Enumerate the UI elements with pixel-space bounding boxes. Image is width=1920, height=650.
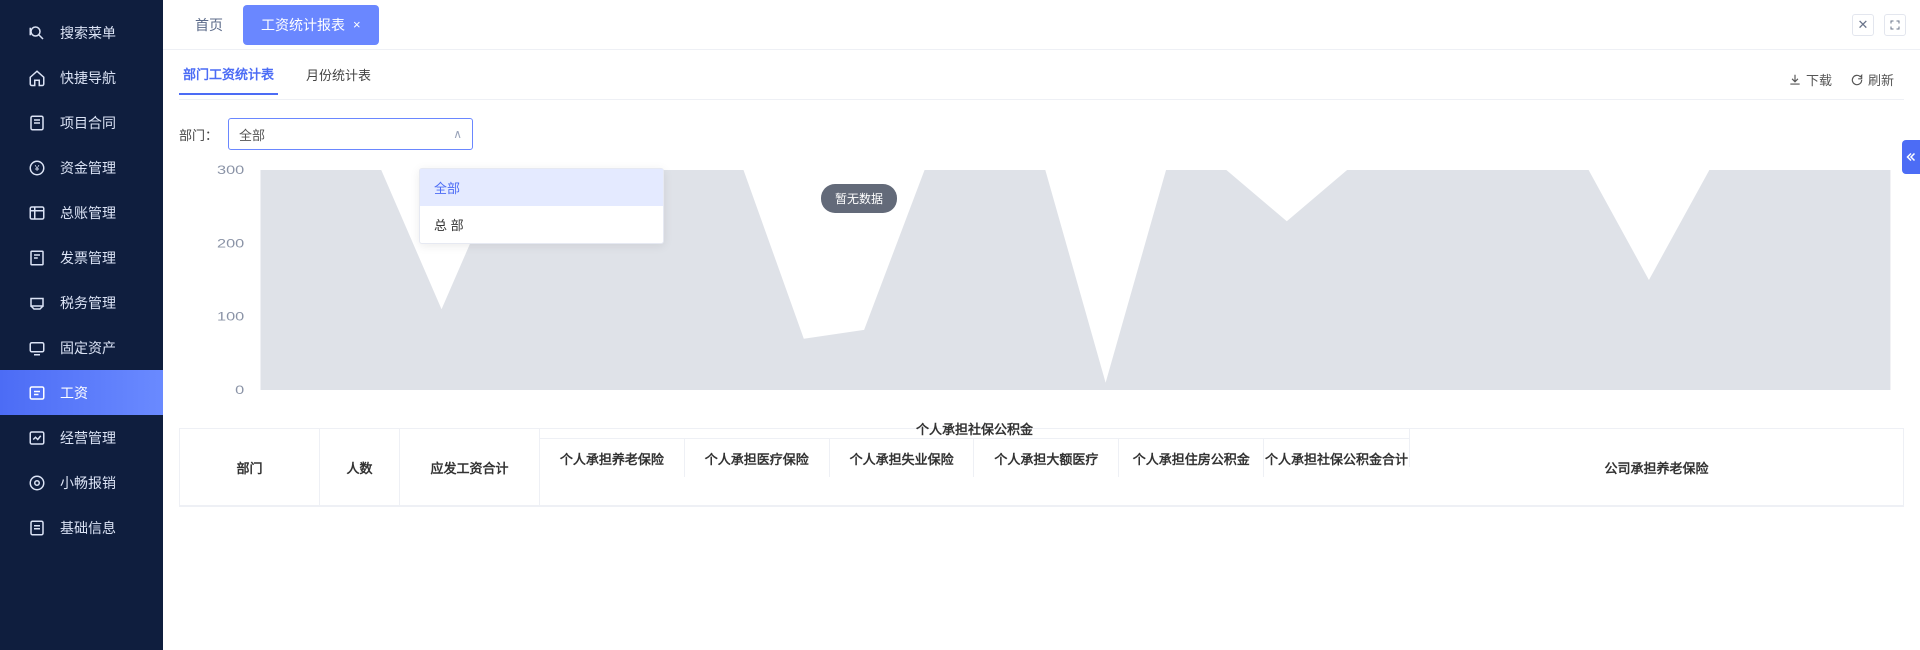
svg-text:300: 300 bbox=[217, 164, 244, 177]
sidebar-item-nav[interactable]: 快捷导航 bbox=[0, 55, 163, 100]
topbar-actions: ✕ bbox=[1852, 14, 1906, 36]
chevron-up-icon: ∧ bbox=[453, 127, 462, 141]
dropdown-option-all[interactable]: 全部 bbox=[420, 169, 663, 206]
tab-home[interactable]: 首页 bbox=[181, 7, 237, 43]
sidebar-item-fund[interactable]: ¥ 资金管理 bbox=[0, 145, 163, 190]
tax-icon bbox=[28, 294, 46, 312]
filter-row: 部门： 全部 ∧ bbox=[179, 118, 1904, 150]
sidebar-item-asset[interactable]: 固定资产 bbox=[0, 325, 163, 370]
topbar: 首页 工资统计报表 × ✕ bbox=[163, 0, 1920, 50]
ledger-icon bbox=[28, 204, 46, 222]
sidebar-label: 资金管理 bbox=[60, 158, 116, 178]
invoice-icon bbox=[28, 249, 46, 267]
th-company-pension: 公司承担养老保险 bbox=[1410, 429, 1903, 505]
search-icon bbox=[28, 24, 46, 42]
sidebar-label: 工资 bbox=[60, 383, 88, 403]
refresh-button[interactable]: 刷新 bbox=[1850, 70, 1894, 89]
subtabs: 部门工资统计表 月份统计表 下载 刷新 bbox=[179, 60, 1904, 100]
sidebar-item-biz[interactable]: 经营管理 bbox=[0, 415, 163, 460]
table: 部门 人数 应发工资合计 个人承担社保公积金 个人承担养老保险 个人承担医疗保险… bbox=[179, 428, 1904, 507]
sidebar-item-invoice[interactable]: 发票管理 bbox=[0, 235, 163, 280]
svg-text:0: 0 bbox=[235, 384, 244, 397]
sidebar-item-tax[interactable]: 税务管理 bbox=[0, 280, 163, 325]
subtab-actions: 下载 刷新 bbox=[1788, 70, 1894, 89]
svg-text:200: 200 bbox=[217, 237, 244, 250]
sidebar-label: 项目合同 bbox=[60, 113, 116, 133]
th-sub: 个人承担大额医疗 bbox=[974, 439, 1119, 477]
sidebar-item-reimburse[interactable]: 小畅报销 bbox=[0, 460, 163, 505]
doc-icon bbox=[28, 114, 46, 132]
th-group-personal: 个人承担社保公积金 个人承担养老保险 个人承担医疗保险 个人承担失业保险 个人承… bbox=[540, 429, 1410, 467]
sidebar-label: 搜索菜单 bbox=[60, 23, 116, 43]
sidebar-item-info[interactable]: 基础信息 bbox=[0, 505, 163, 550]
th-sub: 个人承担医疗保险 bbox=[685, 439, 830, 477]
reimburse-icon bbox=[28, 474, 46, 492]
svg-text:100: 100 bbox=[217, 311, 244, 324]
filter-label: 部门： bbox=[179, 125, 218, 144]
main: 首页 工资统计报表 × ✕ 部门工资统计表 月份统计表 下载 刷新 部门： 全部… bbox=[163, 0, 1920, 650]
content: 部门工资统计表 月份统计表 下载 刷新 部门： 全部 ∧ 全部 总 部 0 100… bbox=[163, 50, 1920, 650]
sidebar-label: 基础信息 bbox=[60, 518, 116, 538]
salary-icon bbox=[28, 384, 46, 402]
sidebar-item-search[interactable]: 搜索菜单 bbox=[0, 10, 163, 55]
subtab-dept-salary[interactable]: 部门工资统计表 bbox=[179, 64, 278, 95]
dept-dropdown: 全部 总 部 bbox=[419, 168, 664, 244]
dropdown-option-hq[interactable]: 总 部 bbox=[420, 206, 663, 243]
dept-select[interactable]: 全部 ∧ bbox=[228, 118, 473, 150]
biz-icon bbox=[28, 429, 46, 447]
sidebar-label: 总账管理 bbox=[60, 203, 116, 223]
sidebar-item-salary[interactable]: 工资 bbox=[0, 370, 163, 415]
info-icon bbox=[28, 519, 46, 537]
th-sub: 个人承担社保公积金合计 bbox=[1264, 439, 1409, 477]
sidebar-label: 固定资产 bbox=[60, 338, 116, 358]
tab-label: 工资统计报表 bbox=[261, 15, 345, 35]
sidebar-label: 税务管理 bbox=[60, 293, 116, 313]
tab-salary-report[interactable]: 工资统计报表 × bbox=[243, 5, 379, 45]
sidebar-item-ledger[interactable]: 总账管理 bbox=[0, 190, 163, 235]
sidebar-label: 快捷导航 bbox=[60, 68, 116, 88]
money-icon: ¥ bbox=[28, 159, 46, 177]
sidebar-label: 发票管理 bbox=[60, 248, 116, 268]
svg-text:¥: ¥ bbox=[34, 164, 40, 173]
select-value: 全部 bbox=[239, 125, 265, 144]
th-sub: 个人承担失业保险 bbox=[830, 439, 975, 477]
collapse-panel-button[interactable] bbox=[1902, 140, 1920, 174]
sidebar: 搜索菜单 快捷导航 项目合同 ¥ 资金管理 总账管理 发票管理 税务管理 固定资… bbox=[0, 0, 163, 650]
sidebar-item-contract[interactable]: 项目合同 bbox=[0, 100, 163, 145]
th-payable: 应发工资合计 bbox=[400, 429, 540, 505]
home-icon bbox=[28, 69, 46, 87]
th-group-title: 个人承担社保公积金 bbox=[540, 419, 1409, 439]
close-icon[interactable]: × bbox=[353, 17, 361, 32]
sidebar-label: 经营管理 bbox=[60, 428, 116, 448]
th-sub: 个人承担养老保险 bbox=[540, 439, 685, 477]
th-sub: 个人承担住房公积金 bbox=[1119, 439, 1264, 477]
close-all-button[interactable]: ✕ bbox=[1852, 14, 1874, 36]
chart-tooltip: 暂无数据 bbox=[821, 184, 897, 213]
th-count: 人数 bbox=[320, 429, 400, 505]
fullscreen-button[interactable] bbox=[1884, 14, 1906, 36]
subtab-month[interactable]: 月份统计表 bbox=[302, 65, 375, 94]
download-button[interactable]: 下载 bbox=[1788, 70, 1832, 89]
th-dept: 部门 bbox=[180, 429, 320, 505]
sidebar-label: 小畅报销 bbox=[60, 473, 116, 493]
asset-icon bbox=[28, 339, 46, 357]
table-header-row: 部门 人数 应发工资合计 个人承担社保公积金 个人承担养老保险 个人承担医疗保险… bbox=[180, 429, 1903, 506]
